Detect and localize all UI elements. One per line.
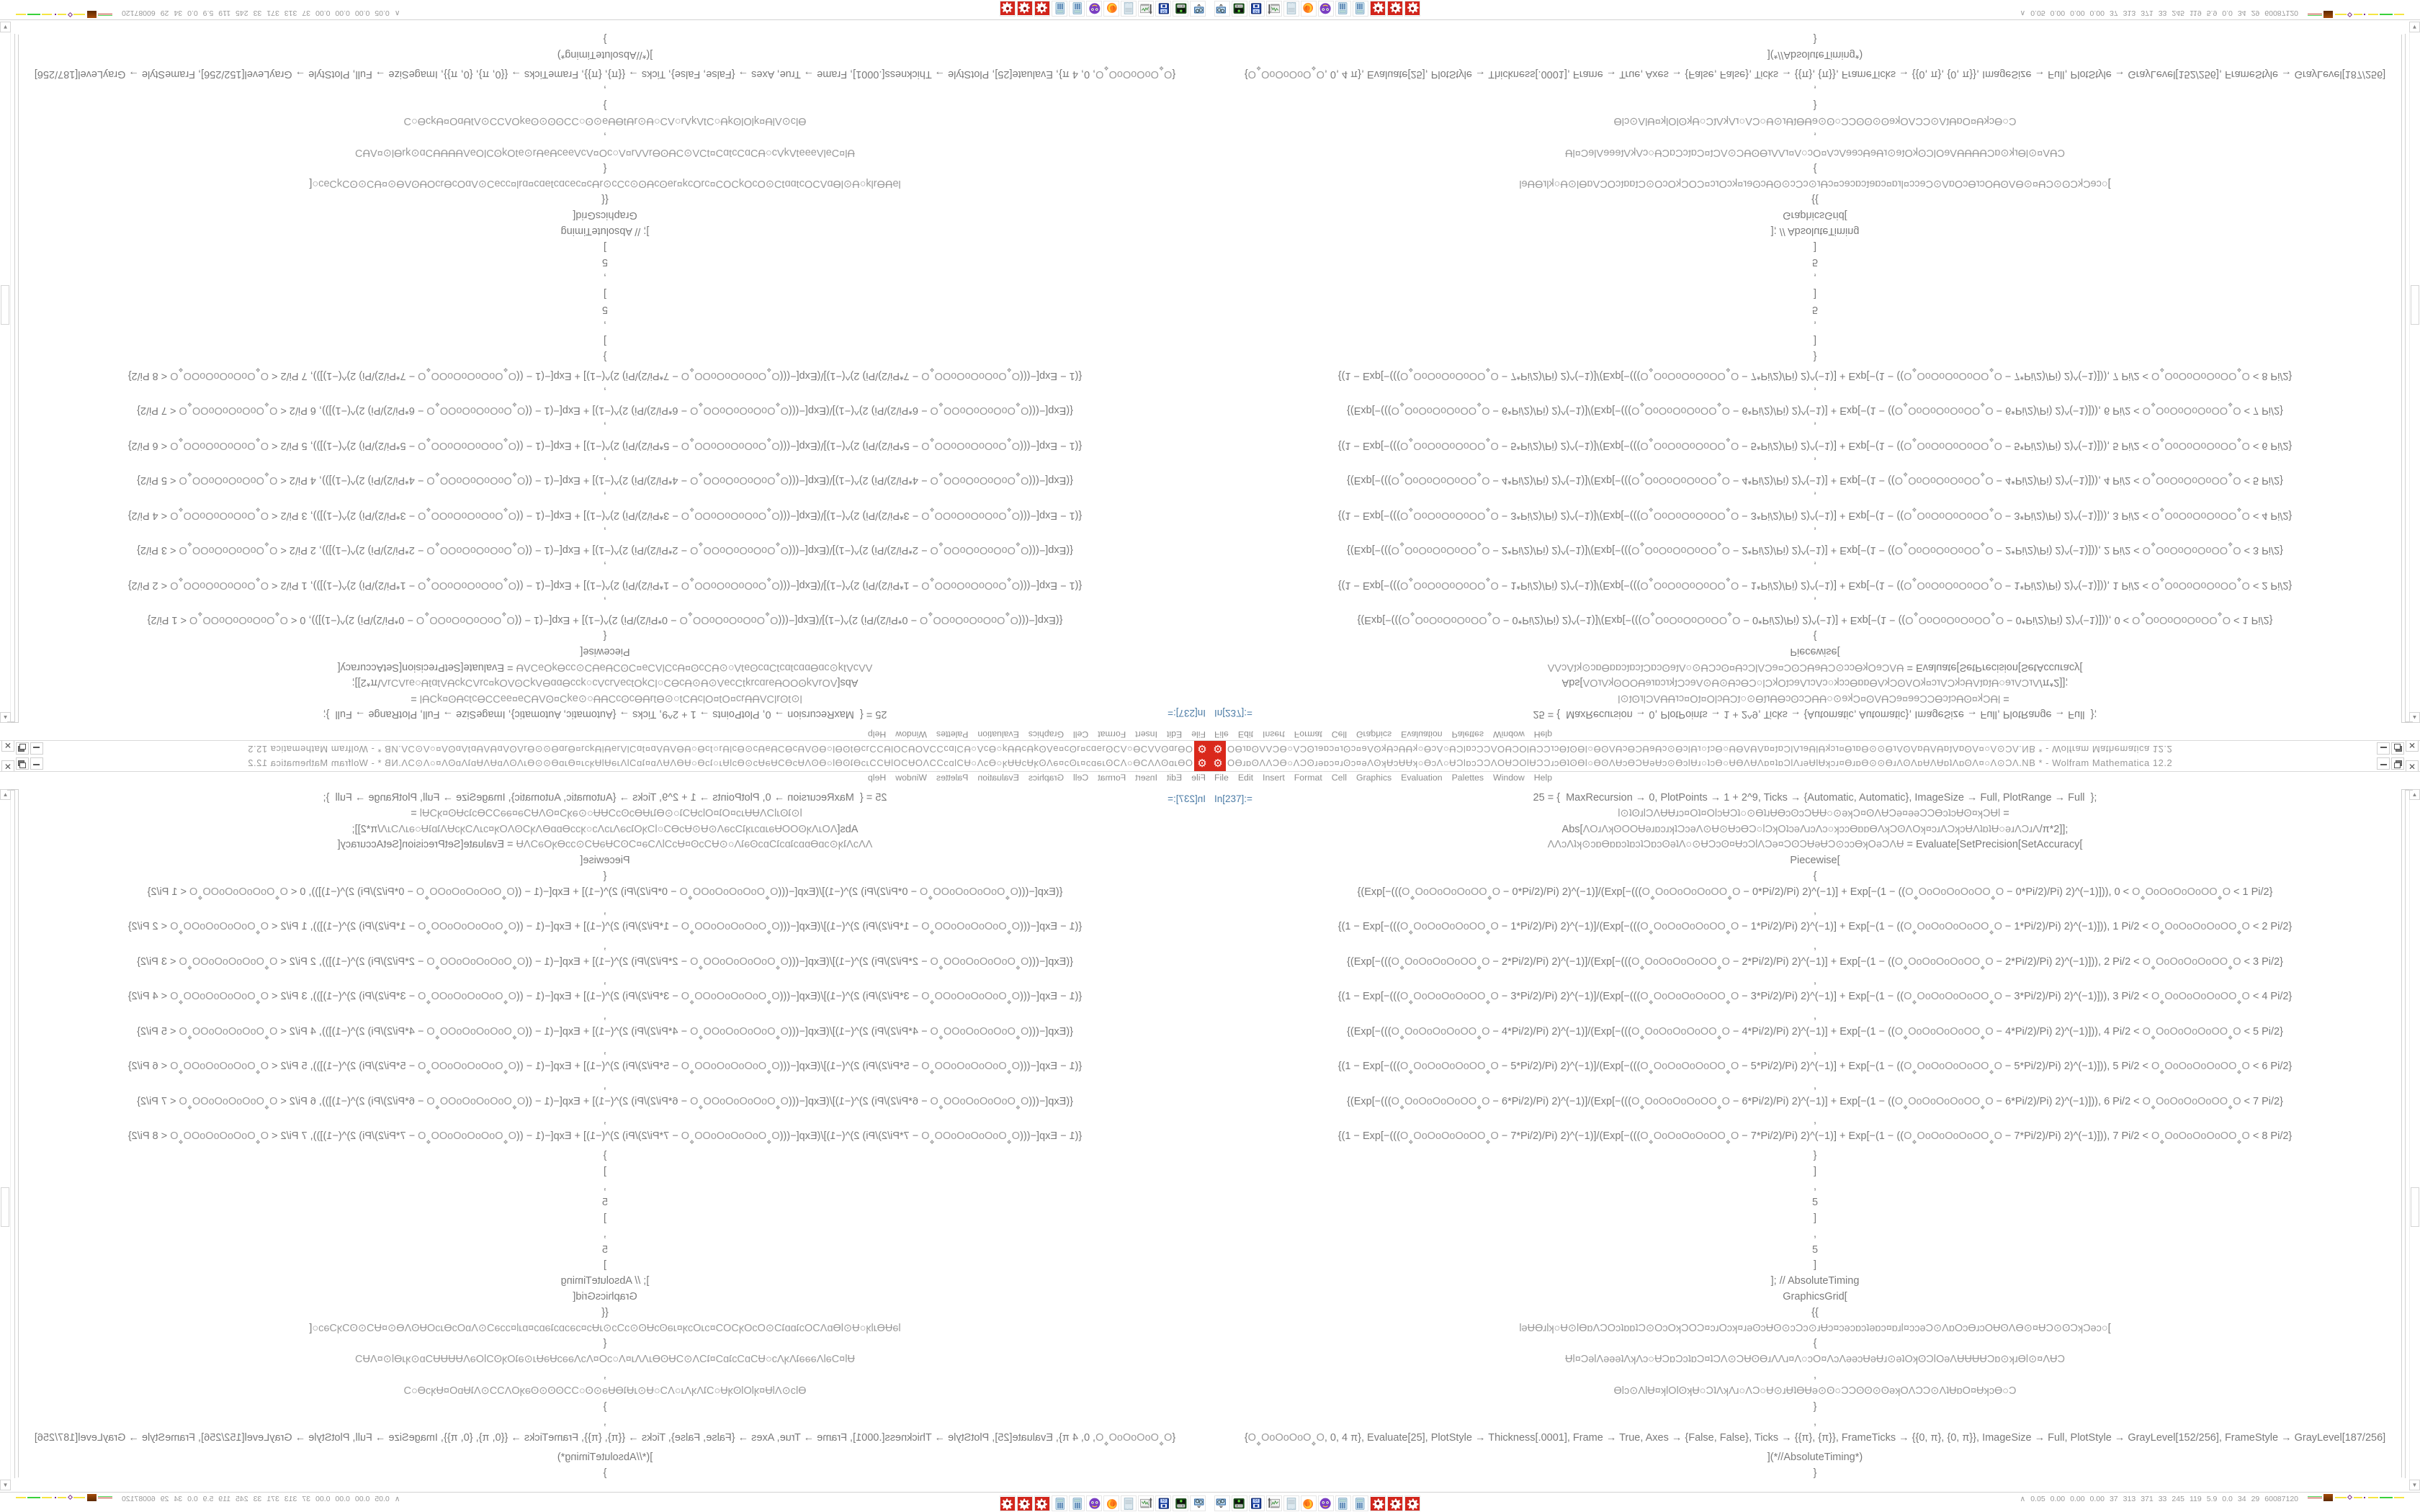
svg-text:64: 64 [1162, 1499, 1166, 1503]
svg-text:64: 64 [1254, 1499, 1258, 1503]
svg-text:64: 64 [1162, 9, 1166, 13]
svg-text:64: 64 [1254, 9, 1258, 13]
